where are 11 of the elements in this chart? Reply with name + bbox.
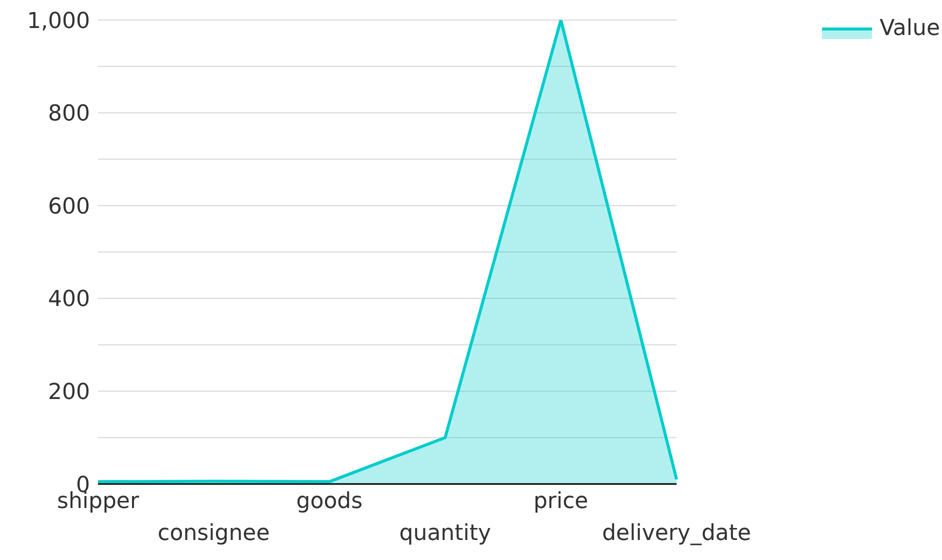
y-tick-label: 600: [48, 194, 90, 220]
x-tick-label: price: [533, 489, 588, 514]
y-tick-label: 400: [48, 287, 90, 312]
x-tick-label: consignee: [158, 521, 270, 546]
x-tick-label: goods: [296, 489, 363, 514]
legend-label: Value: [880, 16, 940, 41]
x-tick-label: quantity: [399, 521, 492, 546]
x-tick-label: delivery_date: [602, 521, 752, 546]
y-tick-label: 1,000: [27, 8, 90, 34]
y-tick-label: 800: [48, 102, 90, 127]
y-tick-label: 200: [48, 380, 90, 406]
